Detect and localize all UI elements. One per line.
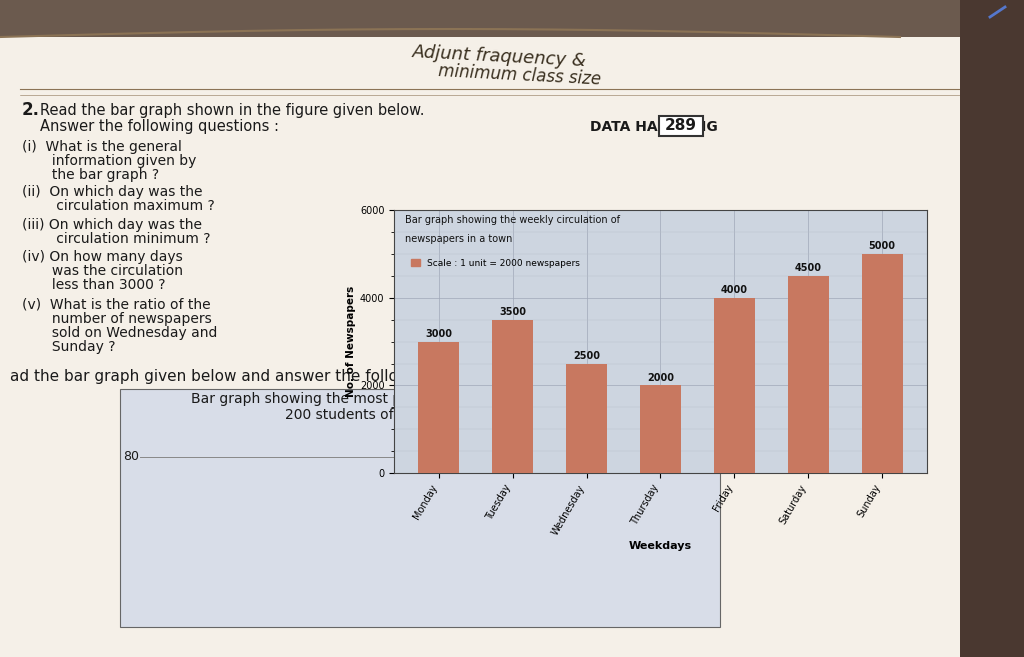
Bar — [566, 363, 607, 473]
Bar — [640, 386, 681, 473]
Text: 4500: 4500 — [795, 263, 822, 273]
Text: (ii)  On which day was the: (ii) On which day was the — [22, 185, 203, 199]
Text: information given by: information given by — [30, 154, 197, 168]
Bar — [493, 320, 534, 473]
Bar — [862, 254, 902, 473]
Text: sold on Wednesday and: sold on Wednesday and — [30, 326, 217, 340]
Text: less than 3000 ?: less than 3000 ? — [30, 278, 166, 292]
Text: circulation maximum ?: circulation maximum ? — [30, 199, 215, 213]
Bar — [787, 276, 828, 473]
Text: Bar graph showing the most popular games among
200 students of a school: Bar graph showing the most popular games… — [190, 392, 549, 422]
X-axis label: Weekdays: Weekdays — [629, 541, 692, 551]
Text: number of newspapers: number of newspapers — [30, 312, 212, 326]
Text: minimum class size: minimum class size — [438, 62, 602, 88]
Text: Bar graph showing the weekly circulation of: Bar graph showing the weekly circulation… — [404, 215, 620, 225]
Text: 289: 289 — [665, 118, 697, 133]
Legend: Scale : 1 unit = 2000 newspapers: Scale : 1 unit = 2000 newspapers — [410, 257, 582, 269]
Text: circulation minimum ?: circulation minimum ? — [30, 232, 211, 246]
Text: Sunday ?: Sunday ? — [30, 340, 116, 354]
Text: 3000: 3000 — [425, 329, 453, 339]
Text: (i)  What is the general: (i) What is the general — [22, 140, 182, 154]
Text: 4000: 4000 — [721, 285, 748, 295]
Bar — [0, 0, 1024, 37]
Text: DATA HANDLING: DATA HANDLING — [590, 120, 718, 134]
Text: 80: 80 — [123, 451, 139, 463]
Text: 5000: 5000 — [868, 241, 896, 252]
Text: Adjunt fraquency &: Adjunt fraquency & — [413, 43, 588, 70]
Text: the bar graph ?: the bar graph ? — [30, 168, 159, 182]
Bar — [961, 0, 1024, 657]
Text: (iii) On which day was the: (iii) On which day was the — [22, 218, 202, 232]
Text: 2.: 2. — [22, 101, 40, 119]
Bar — [419, 342, 459, 473]
Text: Read the bar graph shown in the figure given below.: Read the bar graph shown in the figure g… — [40, 102, 425, 118]
Text: 3500: 3500 — [499, 307, 526, 317]
FancyBboxPatch shape — [0, 0, 980, 657]
Text: (v)  What is the ratio of the: (v) What is the ratio of the — [22, 298, 211, 312]
Text: ad the bar graph given below and answer the following questions :: ad the bar graph given below and answer … — [10, 369, 523, 384]
Bar — [714, 298, 755, 473]
Text: (iv) On how many days: (iv) On how many days — [22, 250, 182, 264]
FancyBboxPatch shape — [659, 116, 703, 136]
Text: newspapers in a town: newspapers in a town — [404, 234, 512, 244]
Text: was the circulation: was the circulation — [30, 264, 183, 278]
Bar — [120, 389, 720, 627]
Y-axis label: No. of Newspapers: No. of Newspapers — [346, 286, 355, 397]
Text: Answer the following questions :: Answer the following questions : — [40, 120, 279, 135]
Text: 2500: 2500 — [573, 351, 600, 361]
Text: 2000: 2000 — [647, 373, 674, 383]
